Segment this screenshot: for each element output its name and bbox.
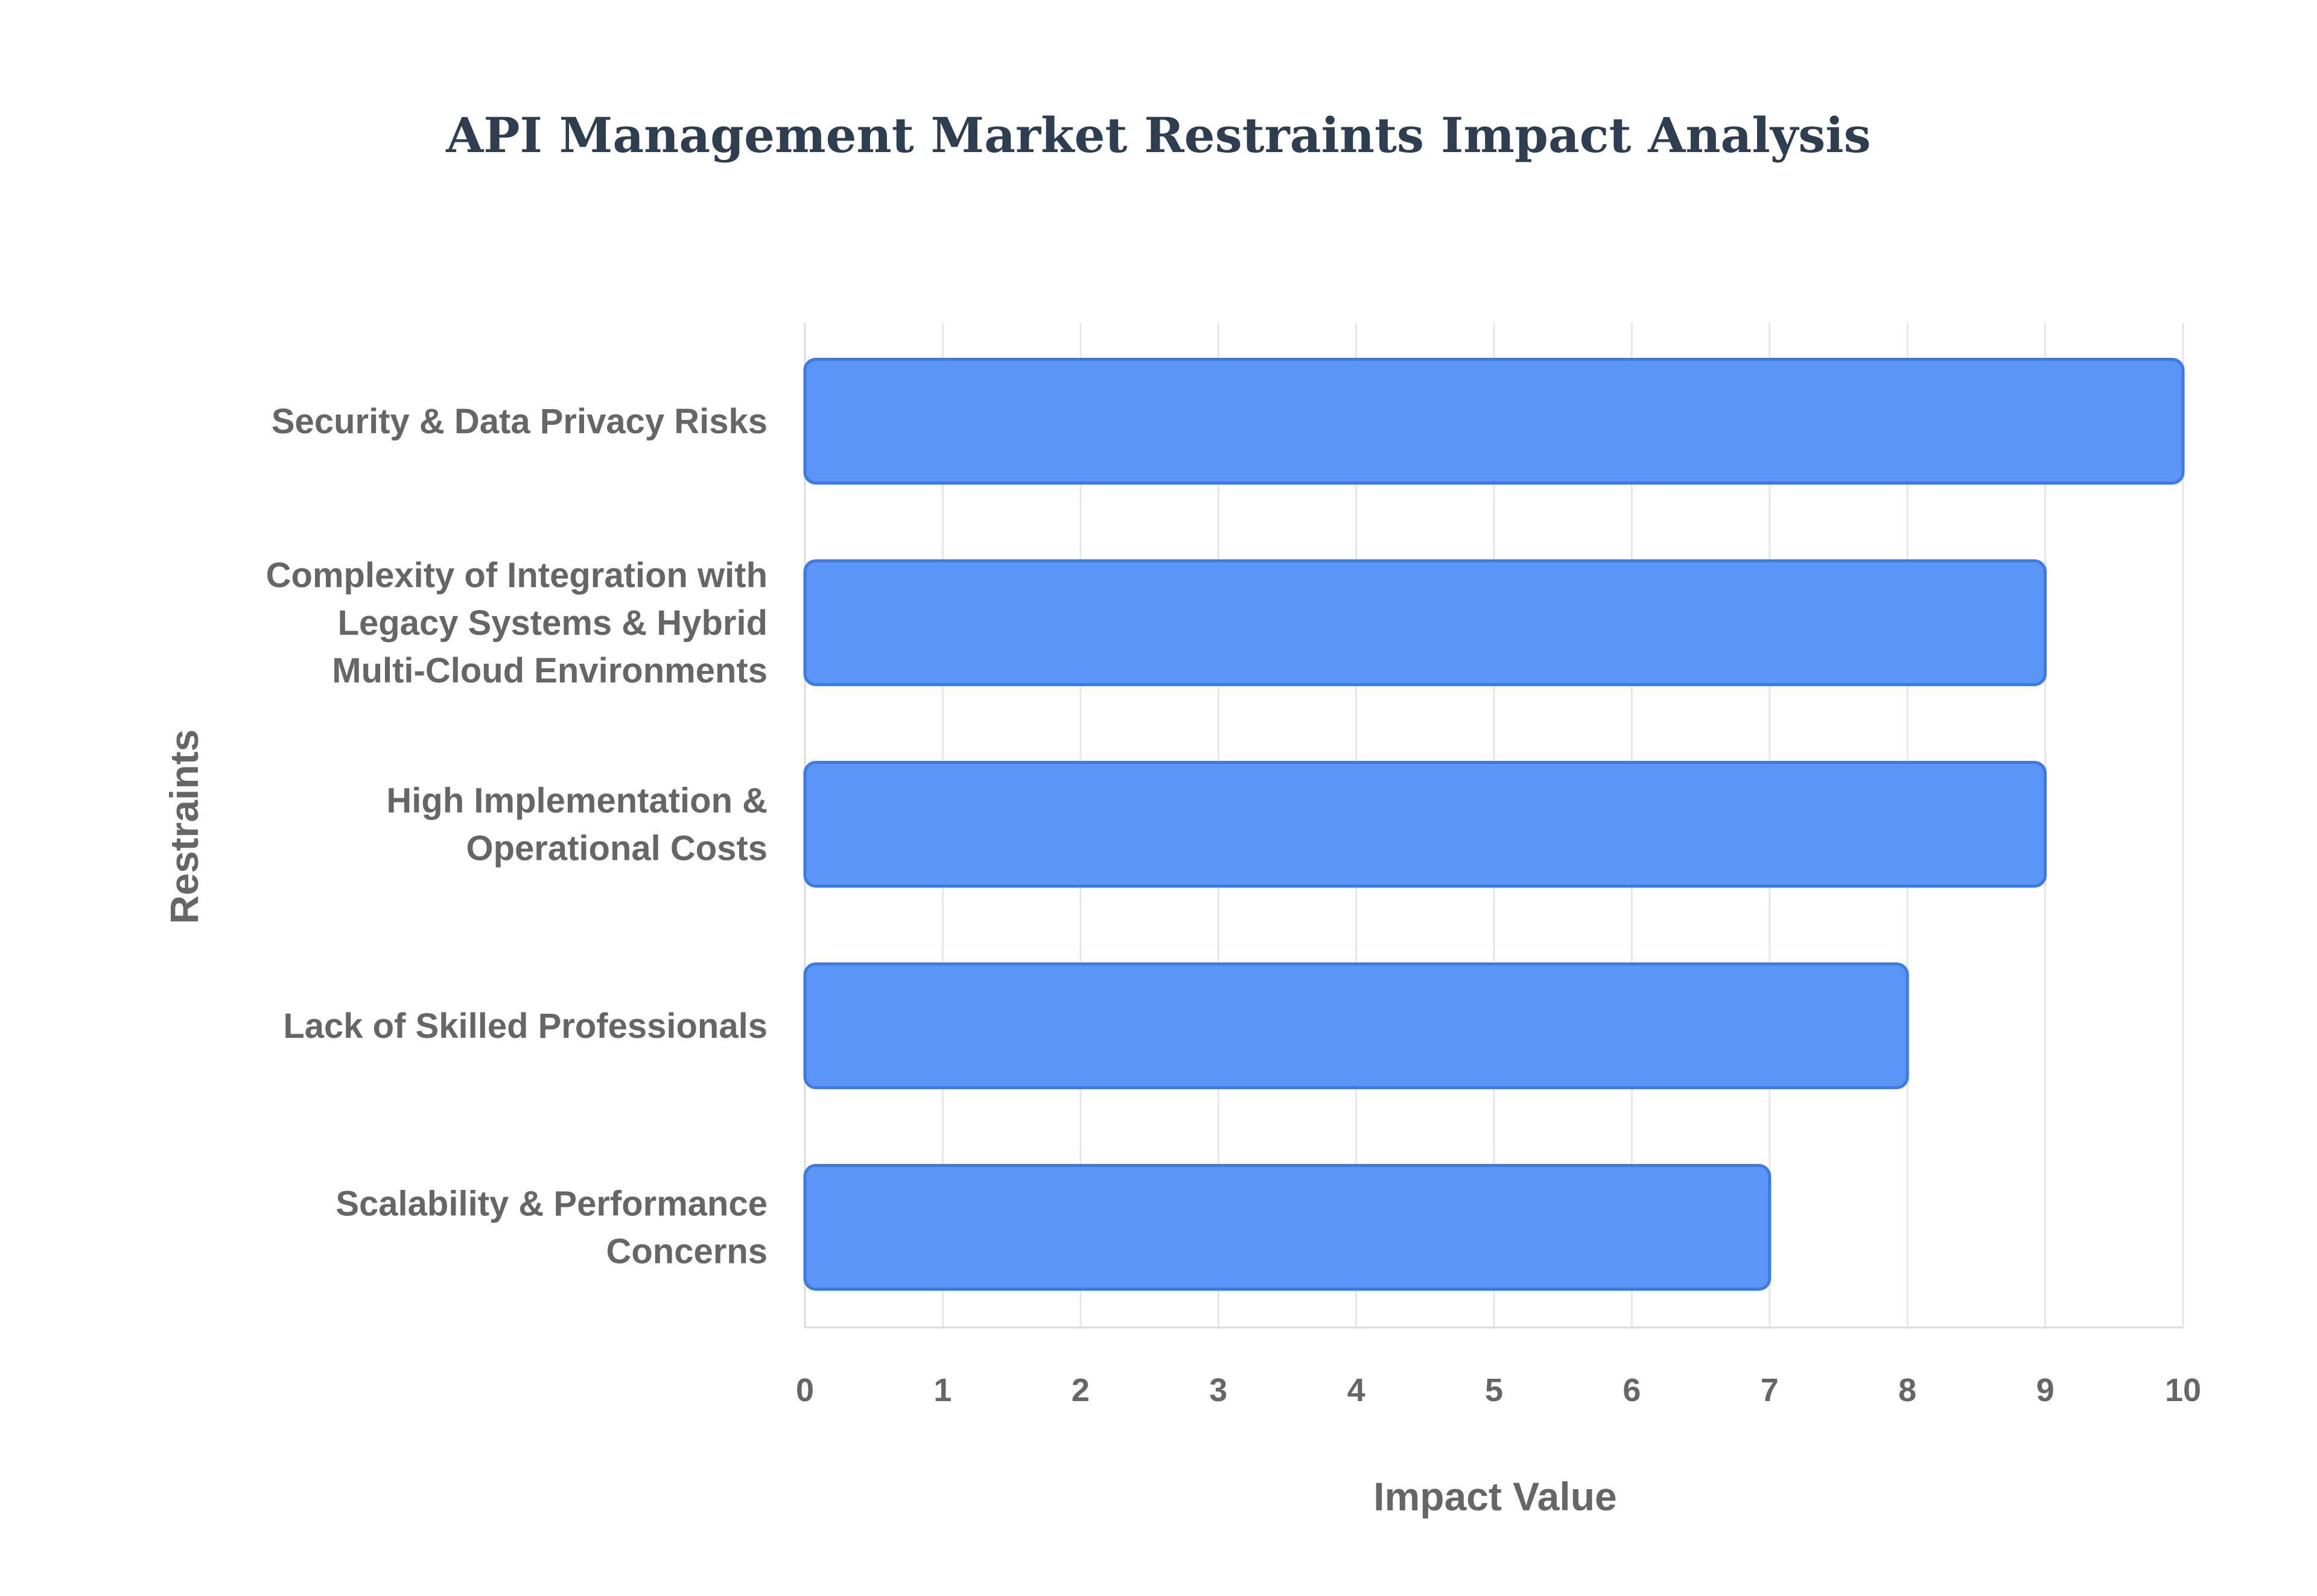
- bar: [803, 358, 2185, 485]
- category-label: Scalability & Performance Concerns: [335, 1184, 768, 1271]
- category-label-line: Multi-Cloud Environments: [332, 651, 768, 690]
- x-tick-labels: 0 1 2 3 4 5 6 7 8 9 10: [796, 1372, 2201, 1408]
- x-tick-label: 5: [1485, 1372, 1503, 1408]
- category-label-line: Operational Costs: [466, 829, 768, 868]
- category-label-line: Legacy Systems & Hybrid: [338, 603, 768, 643]
- category-label-line: Complexity of Integration with: [266, 556, 768, 595]
- bars: [803, 358, 2185, 1291]
- x-tick-label: 4: [1347, 1372, 1365, 1408]
- x-axis-title: Impact Value: [1373, 1474, 1617, 1519]
- category-label-line: High Implementation &: [386, 781, 768, 821]
- x-tick-label: 7: [1761, 1372, 1779, 1408]
- category-label-line: Concerns: [606, 1232, 768, 1271]
- category-label: High Implementation & Operational Costs: [386, 781, 768, 868]
- chart-title: API Management Market Restraints Impact …: [445, 107, 1870, 164]
- x-tick-label: 2: [1072, 1372, 1090, 1408]
- x-tick-label: 6: [1623, 1372, 1641, 1408]
- bar: [803, 1164, 1772, 1291]
- x-tick-label: 3: [1209, 1372, 1227, 1408]
- category-labels: Security & Data Privacy Risks Complexity …: [266, 402, 768, 1271]
- x-tick-label: 8: [1898, 1372, 1916, 1408]
- x-tick-label: 0: [796, 1372, 814, 1408]
- bar: [803, 559, 2047, 686]
- x-tick-label: 1: [933, 1372, 952, 1408]
- category-label: Security & Data Privacy Risks: [272, 402, 768, 441]
- category-label: Complexity of Integration with Legacy Sys…: [266, 556, 768, 690]
- x-tick-label: 9: [2036, 1372, 2055, 1408]
- bar: [803, 962, 1909, 1089]
- y-axis-title: Restraints: [162, 730, 206, 924]
- category-label-line: Scalability & Performance: [335, 1184, 768, 1224]
- x-tick-label: 10: [2165, 1372, 2201, 1408]
- category-label-line: Lack of Skilled Professionals: [283, 1006, 768, 1046]
- category-label-line: Security & Data Privacy Risks: [272, 402, 768, 441]
- category-label: Lack of Skilled Professionals: [283, 1006, 768, 1046]
- bar: [803, 761, 2047, 888]
